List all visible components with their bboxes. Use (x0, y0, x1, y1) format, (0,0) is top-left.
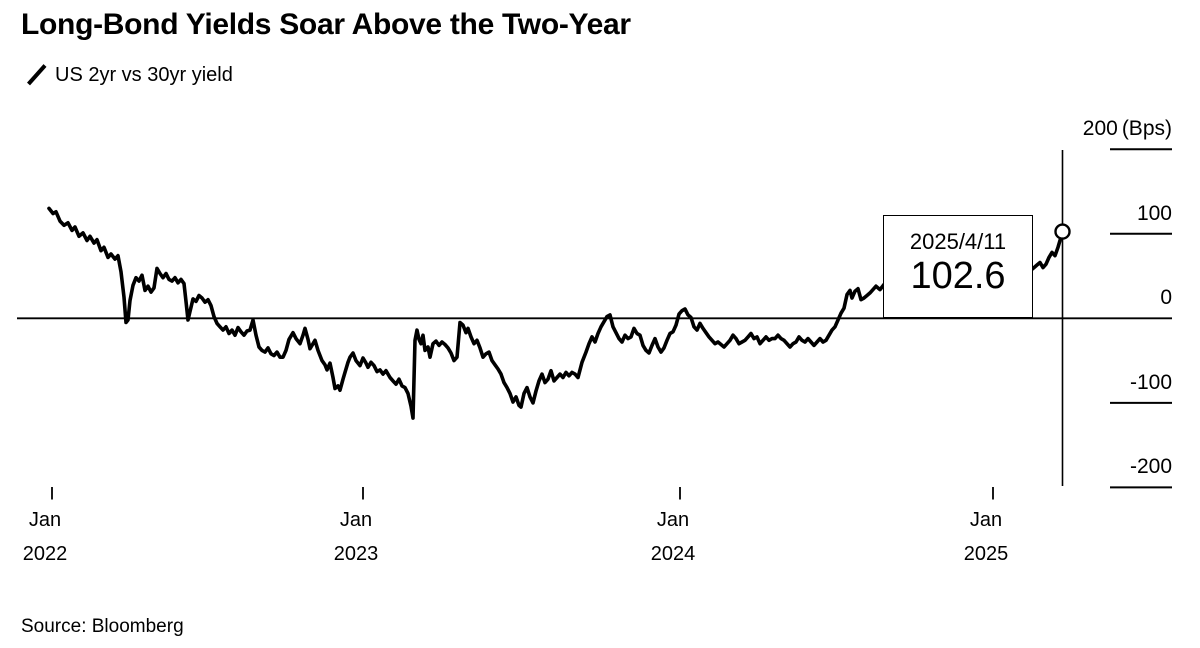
y-axis-label: 0 (1160, 286, 1172, 310)
series-label: US 2yr vs 30yr yield (55, 63, 233, 86)
x-axis-label-year: 2024 (650, 543, 696, 565)
y-axis-label: -200 (1129, 455, 1172, 479)
legend-row: US 2yr vs 30yr yield (26, 61, 233, 89)
x-axis-label: Jan 2025 (914, 503, 1058, 571)
spread-series-line (47, 206, 1065, 420)
x-axis-label-year: 2025 (963, 543, 1009, 565)
x-axis-label: Jan 2022 (0, 503, 117, 571)
last-point-callout: 2025/4/11 102.6 (883, 215, 1033, 318)
x-axis-label: Jan 2024 (601, 503, 745, 571)
x-axis-label-year: 2022 (22, 543, 68, 565)
chart-title: Long-Bond Yields Soar Above the Two-Year (21, 8, 631, 41)
callout-date: 2025/4/11 (909, 229, 1007, 254)
endpoint-marker (1054, 223, 1071, 240)
x-axis-label-year: 2023 (333, 543, 379, 565)
y-axis-label: 100 (1136, 201, 1172, 225)
x-axis-label-month: Jan (28, 509, 62, 531)
y-axis-label: -100 (1129, 370, 1172, 394)
x-axis-label: Jan 2023 (284, 503, 428, 571)
series-marker-icon (27, 64, 47, 86)
x-axis-label-month: Jan (339, 509, 373, 531)
source-note: Source: Bloomberg (21, 616, 184, 637)
x-axis-label-month: Jan (969, 509, 1003, 531)
y-axis-unit: (Bps) (1121, 117, 1172, 141)
x-axis-label-month: Jan (656, 509, 690, 531)
callout-value: 102.6 (910, 255, 1006, 297)
y-axis-label: 200 (Bps) (1082, 117, 1172, 141)
